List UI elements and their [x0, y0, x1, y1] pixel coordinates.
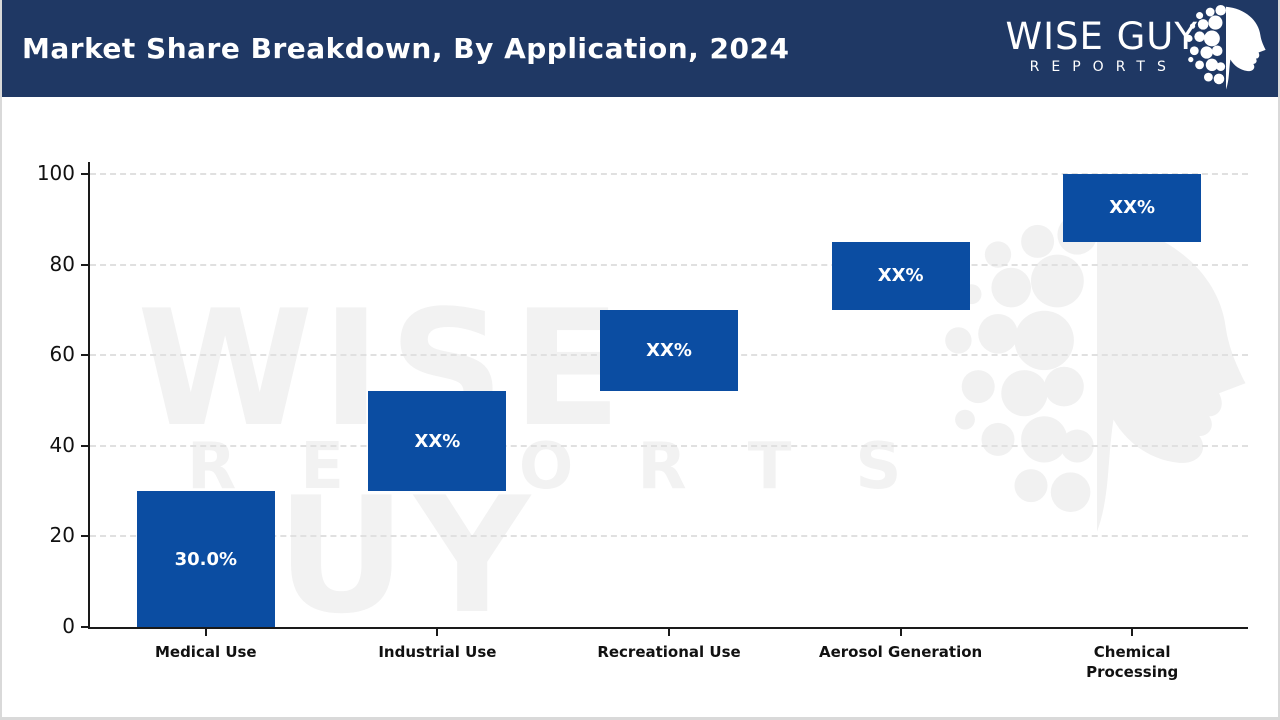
- gridline-y20: [90, 535, 1248, 538]
- x-category-label: Industrial Use: [378, 643, 497, 661]
- x-tick-mark: [436, 629, 439, 636]
- y-tick-label: 80: [49, 251, 75, 276]
- bar-chemical-processing: XX%: [1063, 174, 1202, 242]
- x-axis-spine: [88, 627, 1248, 629]
- y-tick-label: 100: [36, 161, 75, 185]
- y-tick-label: 20: [49, 523, 75, 548]
- x-tick-mark: [899, 629, 902, 636]
- waterfall-chart: 0 20 40 60 80 100 30.0% Medical Use XX% Industria…: [2, 97, 1280, 720]
- page-title: Market Share Breakdown, By Application, …: [22, 32, 790, 65]
- x-category-label: Recreational Use: [597, 643, 741, 661]
- x-category-label: Medical Use: [154, 643, 257, 661]
- y-tick-mark: [81, 626, 88, 628]
- y-tick-mark: [81, 263, 88, 266]
- y-tick-label: 60: [49, 342, 75, 367]
- bar-industrial-use: XX%: [368, 391, 507, 492]
- bar-value-label: XX%: [877, 265, 924, 287]
- brand-logo: WISE GUY REPORTS: [1005, 0, 1270, 97]
- x-tick-mark: [668, 629, 670, 636]
- bar-value-label: XX%: [1109, 197, 1156, 219]
- y-tick-mark: [81, 354, 88, 357]
- x-tick-mark: [1131, 629, 1134, 636]
- x-category-label: Chemical Processing: [1086, 643, 1179, 682]
- bar-value-label: XX%: [414, 430, 461, 452]
- brand-name: WISE GUY: [1005, 15, 1198, 58]
- gridline-y40: [90, 444, 1248, 447]
- y-axis-spine: [88, 162, 90, 627]
- bar-recreational-use: XX%: [600, 309, 738, 392]
- brand-head-dots-icon: [1185, 5, 1266, 90]
- bar-value-label: XX%: [646, 340, 692, 362]
- bar-value-label: 30.0%: [174, 548, 238, 570]
- y-tick-mark: [81, 535, 88, 538]
- x-tick-mark: [204, 629, 207, 636]
- y-tick-label: 40: [49, 432, 75, 457]
- brand-logo-text: WISE GUY REPORTS: [1005, 15, 1198, 75]
- y-tick-mark: [81, 444, 88, 447]
- brand-subname: REPORTS: [1029, 58, 1178, 75]
- bar-aerosol-generation: XX%: [831, 241, 970, 310]
- x-category-label: Aerosol Generation: [818, 643, 983, 661]
- bar-medical-use: 30.0%: [136, 491, 275, 627]
- gridline-y100: [90, 173, 1248, 175]
- header-bar: Market Share Breakdown, By Application, …: [2, 0, 1278, 97]
- y-tick-label: 0: [62, 614, 75, 638]
- y-tick-mark: [81, 173, 88, 175]
- gridline-y80: [90, 263, 1248, 266]
